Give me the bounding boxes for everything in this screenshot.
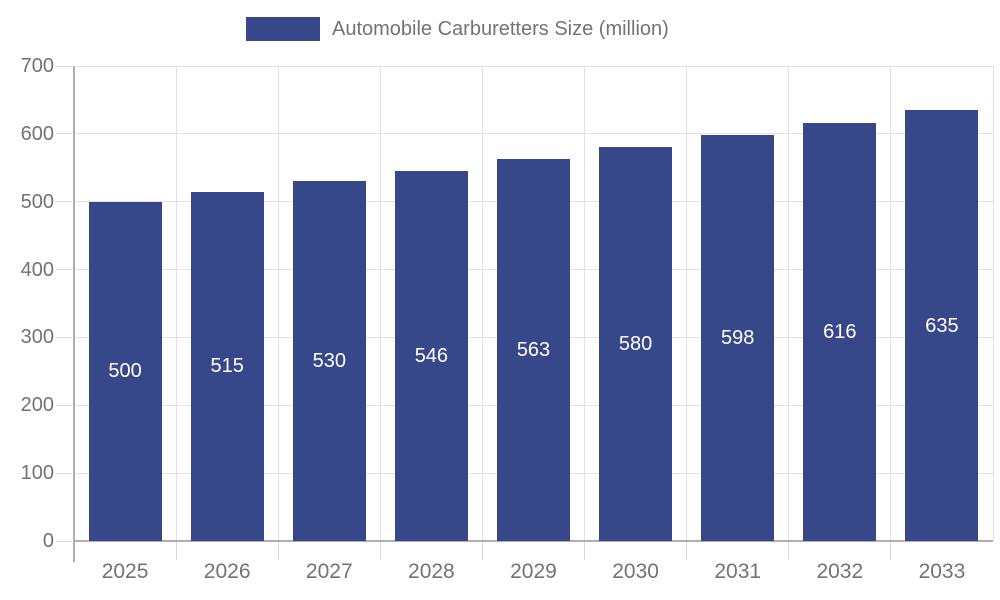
bar-value-label: 635 — [925, 314, 959, 337]
y-tick — [56, 269, 72, 271]
y-tick — [56, 540, 72, 542]
y-gridline — [74, 133, 993, 135]
bar[interactable] — [905, 110, 979, 541]
plot-right-border — [992, 66, 994, 541]
x-gridline — [890, 66, 892, 541]
y-axis-tick-label: 0 — [42, 530, 54, 552]
bar-value-label: 598 — [721, 327, 755, 350]
bar-value-label: 515 — [210, 355, 244, 378]
x-axis-tick-label: 2025 — [101, 560, 149, 583]
bar-value-label: 616 — [823, 321, 857, 343]
y-tick — [56, 472, 72, 474]
y-tick — [56, 201, 72, 203]
bar[interactable] — [394, 170, 468, 541]
y-axis-tick-label: 700 — [20, 55, 54, 77]
x-axis-tick-label: 2031 — [714, 560, 762, 583]
x-gridline — [175, 66, 177, 541]
y-tick — [56, 133, 72, 135]
bar-value-label: 580 — [618, 333, 653, 356]
bar-value-label: 530 — [312, 350, 346, 373]
x-gridline — [584, 66, 586, 541]
bar[interactable] — [803, 123, 877, 541]
bar[interactable] — [701, 135, 775, 541]
x-axis-line — [74, 540, 993, 542]
x-tick — [481, 542, 483, 560]
bar[interactable] — [497, 158, 570, 541]
x-tick — [686, 542, 688, 560]
y-tick — [56, 336, 72, 338]
bar-value-label: 546 — [414, 344, 449, 367]
y-axis-tick-label: 200 — [20, 394, 54, 417]
x-tick — [175, 542, 177, 560]
x-axis-tick-label: 2027 — [305, 560, 353, 583]
y-axis-tick-label: 400 — [20, 258, 54, 281]
bar[interactable] — [599, 147, 673, 541]
legend-swatch — [246, 17, 320, 41]
x-gridline — [788, 66, 790, 541]
x-axis-tick-label: 2029 — [510, 560, 557, 583]
bar[interactable] — [292, 181, 366, 541]
x-gridline — [686, 66, 688, 541]
y-axis-tick-label: 500 — [20, 190, 54, 213]
y-axis-tick-label: 300 — [20, 326, 54, 349]
x-axis-tick-label: 2026 — [203, 560, 251, 583]
x-tick — [584, 542, 586, 560]
y-axis-tick-label: 100 — [20, 462, 54, 485]
y-gridline — [74, 65, 993, 67]
x-axis-tick-label: 2033 — [918, 560, 966, 583]
y-tick — [56, 404, 72, 406]
x-gridline — [277, 66, 279, 541]
x-tick — [788, 542, 790, 560]
bar[interactable] — [190, 191, 264, 541]
legend[interactable]: Automobile Carburetters Size (million) — [246, 17, 669, 41]
bar-value-label: 500 — [108, 360, 142, 383]
x-tick — [379, 542, 381, 560]
x-gridline — [379, 66, 381, 541]
x-axis-tick-label: 2032 — [816, 560, 864, 583]
x-axis-tick-label: 2028 — [408, 560, 455, 583]
legend-label: Automobile Carburetters Size (million) — [332, 17, 669, 40]
x-gridline — [481, 66, 483, 541]
y-axis-tick-label: 600 — [20, 122, 54, 145]
x-tick — [277, 542, 279, 560]
bar-value-label: 563 — [516, 338, 551, 361]
bar[interactable] — [88, 201, 162, 541]
x-axis-tick-label: 2030 — [612, 560, 659, 583]
y-tick — [56, 65, 72, 67]
x-tick — [890, 542, 892, 560]
y-axis-line — [73, 66, 75, 562]
